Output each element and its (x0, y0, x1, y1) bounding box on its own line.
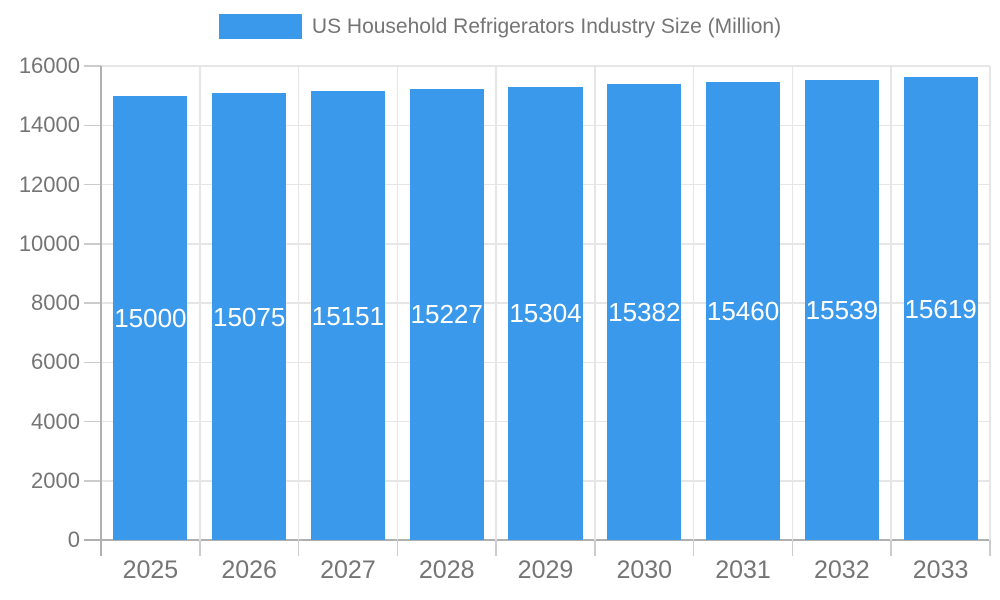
x-axis-label: 2025 (122, 556, 179, 584)
bar (409, 88, 484, 540)
x-axis-label: 2027 (320, 556, 376, 584)
x-gridline (297, 66, 300, 540)
bar (804, 79, 879, 540)
y-tick (84, 243, 101, 245)
bar-value-label: 15227 (410, 299, 483, 330)
bar (508, 86, 583, 540)
x-gridline (791, 66, 794, 540)
x-tick (100, 540, 102, 556)
bar-value-label: 15075 (213, 301, 286, 332)
x-axis-label: 2028 (418, 556, 475, 584)
y-tick (84, 124, 101, 126)
x-axis-label: 2031 (715, 556, 771, 584)
bar-value-label: 15000 (114, 302, 187, 333)
y-axis-label: 4000 (31, 408, 80, 434)
x-gridline (890, 66, 892, 540)
y-axis-label: 2000 (31, 467, 80, 493)
x-axis-line (84, 539, 990, 541)
x-tick (692, 540, 695, 556)
x-tick (396, 540, 399, 556)
bar-value-label: 15382 (608, 297, 681, 328)
legend-label: US Household Refrigerators Industry Size… (311, 14, 782, 38)
x-gridline (199, 66, 201, 540)
y-tick (84, 183, 101, 186)
x-axis-label: 2032 (814, 556, 870, 584)
bar (113, 95, 188, 540)
y-axis-label: 8000 (31, 290, 80, 315)
legend-swatch (218, 14, 302, 39)
y-tick (84, 480, 101, 482)
legend-item[interactable]: US Household Refrigerators Industry Size… (0, 14, 1000, 39)
bar (903, 77, 978, 540)
y-gridline (101, 65, 990, 67)
x-axis-label: 2033 (912, 556, 969, 584)
x-axis-label: 2030 (616, 556, 673, 584)
x-tick (890, 540, 892, 556)
bar-value-label: 15460 (706, 295, 780, 326)
y-tick (84, 302, 101, 304)
x-axis-label: 2026 (221, 556, 277, 584)
y-axis-label: 0 (67, 527, 80, 552)
bar-value-label: 15619 (904, 293, 977, 324)
x-gridline (989, 66, 991, 540)
y-axis-label: 16000 (18, 53, 80, 78)
y-tick (84, 361, 101, 363)
x-gridline (594, 66, 596, 540)
y-axis-label: 14000 (18, 112, 80, 138)
bar (706, 81, 781, 540)
y-axis-line (100, 66, 102, 540)
x-axis-label: 2029 (517, 556, 574, 584)
bar (607, 84, 682, 540)
x-tick (791, 540, 794, 556)
y-axis-label: 12000 (18, 171, 80, 197)
bar (212, 93, 287, 540)
x-tick (594, 540, 596, 556)
bar-value-label: 15304 (509, 298, 582, 329)
y-tick (84, 420, 101, 423)
x-gridline (692, 66, 695, 540)
x-gridline (495, 66, 497, 540)
y-axis-label: 10000 (18, 230, 80, 256)
y-tick (84, 65, 101, 67)
bar-value-label: 15539 (805, 294, 878, 325)
x-tick (989, 540, 991, 556)
bar-value-label: 15151 (311, 300, 385, 331)
x-tick (297, 540, 300, 556)
x-gridline (396, 66, 399, 540)
x-tick (199, 540, 201, 556)
y-axis-label: 6000 (31, 349, 80, 375)
bar (310, 91, 385, 540)
x-tick (495, 540, 497, 556)
